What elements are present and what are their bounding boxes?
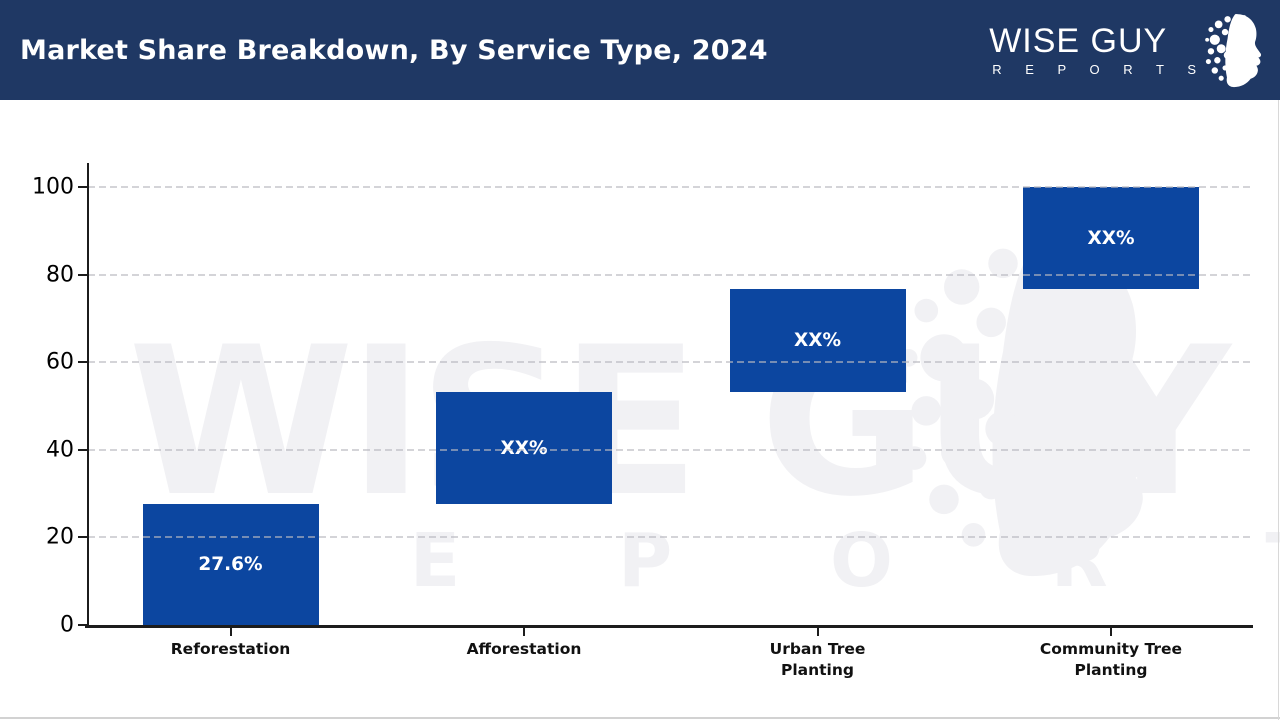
bar-value-label: XX% <box>793 330 842 352</box>
y-tick-mark <box>78 624 88 626</box>
y-tick-label: 40 <box>46 437 74 463</box>
page-bottom-border <box>0 717 1280 719</box>
brand-reports-text: R E P O R T S <box>992 61 1206 77</box>
x-tick-mark <box>1110 627 1112 636</box>
bar: XX% <box>436 391 612 505</box>
brand-logo: WISE GUY R E P O R T S <box>989 10 1266 90</box>
brand-name-text: WISE GUY <box>989 21 1168 60</box>
x-tick-mark <box>229 627 232 636</box>
x-category-label-line: Planting <box>780 661 855 679</box>
y-tick-label: 80 <box>46 262 74 288</box>
y-tick-mark <box>78 186 88 188</box>
x-category-label: Afforestation <box>394 639 654 660</box>
x-tick-mark <box>816 627 819 636</box>
y-tick-label: 20 <box>46 524 74 550</box>
y-tick-mark <box>78 448 88 451</box>
page-title: Market Share Breakdown, By Service Type,… <box>20 34 768 66</box>
y-tick-label: 60 <box>46 349 74 375</box>
x-axis-line <box>85 625 1253 628</box>
gridline <box>88 536 1253 539</box>
gridline <box>88 448 1253 451</box>
bar: XX% <box>729 289 906 392</box>
x-category-label-line: Planting <box>1074 661 1148 679</box>
bar-value-label: XX% <box>500 438 547 459</box>
gridline <box>88 273 1253 276</box>
brand-wordmark: WISE GUY R E P O R T S <box>989 24 1206 77</box>
bar-value-label: 27.6% <box>198 554 263 576</box>
x-category-label-line: Reforestation <box>170 640 291 658</box>
gridline <box>88 186 1253 188</box>
x-category-label-line: Community Tree <box>1039 640 1183 658</box>
x-category-label-line: Urban Tree <box>769 640 866 658</box>
x-tick-mark <box>523 627 525 636</box>
dotted-face-icon <box>1205 14 1262 88</box>
chart-watermark: WISE GUY R E P O R T S <box>0 100 1280 720</box>
y-axis-line <box>87 163 89 627</box>
y-tick-mark <box>78 536 88 539</box>
x-category-label: Community Tree Planting <box>981 639 1241 681</box>
bar: 27.6% <box>142 504 319 625</box>
gridline <box>88 361 1253 364</box>
x-category-label: Urban Tree Planting <box>688 639 948 681</box>
y-tick-mark <box>78 361 88 364</box>
header: Market Share Breakdown, By Service Type,… <box>0 0 1280 100</box>
bar: XX% <box>1023 187 1199 290</box>
y-tick-mark <box>78 273 88 276</box>
page-right-border <box>1277 100 1279 720</box>
y-tick-label: 100 <box>32 174 74 200</box>
x-category-label-line: Afforestation <box>466 640 582 658</box>
watermark-face-icon <box>899 239 1158 577</box>
bar-value-label: XX% <box>1087 227 1135 249</box>
chart-plot: WISE GUY R E P O R T S <box>0 100 1280 720</box>
y-tick-label: 0 <box>60 612 74 638</box>
x-category-label: Reforestation <box>101 639 361 660</box>
